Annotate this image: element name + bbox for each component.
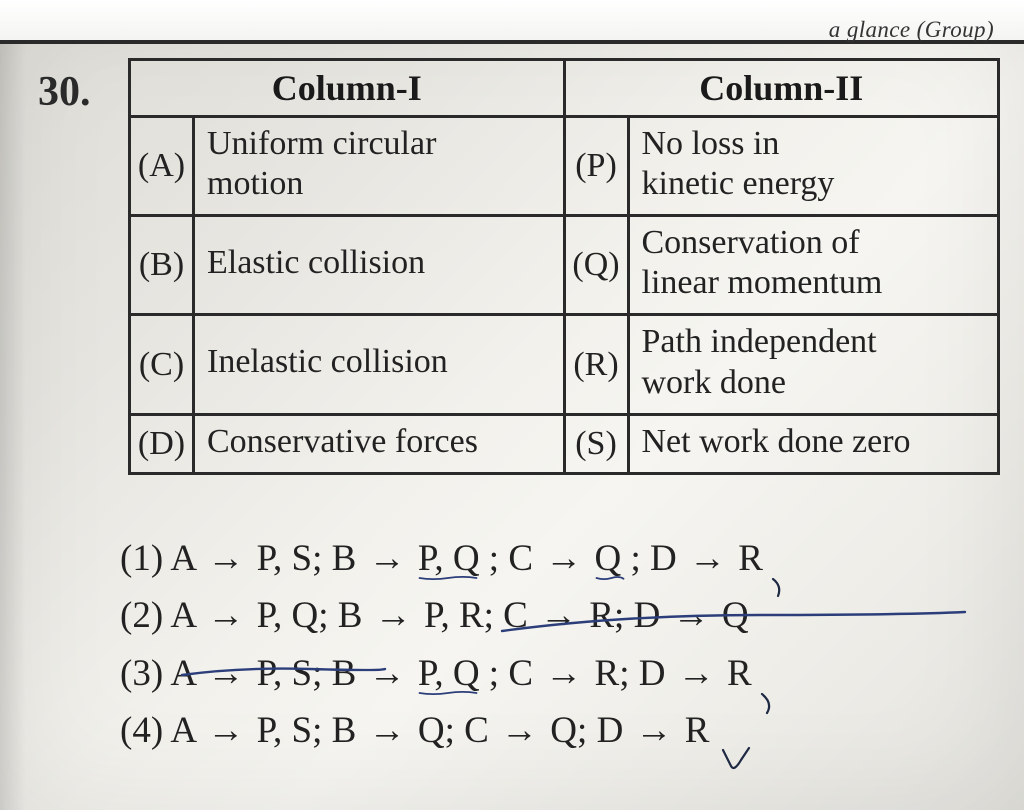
row-key-C: (C)	[130, 315, 194, 414]
option-2-Av: P, Q	[257, 595, 319, 636]
arrow-icon: →	[372, 587, 415, 644]
row-key-R: (R)	[564, 315, 628, 414]
page: a glance (Group) 30. Column-I Column-II …	[0, 0, 1024, 810]
row-text-D-line1: Conservative forces	[207, 423, 478, 460]
option-4-Dv: R	[685, 710, 710, 751]
option-1-Cv-underlined: Q	[595, 538, 631, 579]
top-strip-text: a glance (Group)	[829, 17, 994, 43]
row-text-P: No loss in kinetic energy	[628, 117, 999, 216]
option-1: (1) A → P, S; B → P, Q ; C → Q ; D → R	[120, 530, 994, 587]
top-strip: a glance (Group)	[0, 0, 1024, 44]
row-text-A-line2: motion	[207, 165, 303, 202]
option-3-C: C	[508, 653, 533, 694]
row-text-A-line1: Uniform circular	[207, 125, 436, 162]
option-1-Bv: P, Q	[418, 538, 480, 579]
row-text-S: Net work done zero	[628, 414, 999, 473]
row-key-A: (A)	[130, 117, 194, 216]
option-4: (4) A → P, S; B → Q; C → Q; D → R	[120, 702, 994, 759]
arrow-icon: →	[686, 530, 729, 587]
option-1-A: A	[170, 538, 195, 579]
option-1-num: (1)	[120, 538, 163, 579]
option-1-Dv: R	[738, 538, 763, 579]
col2-header: Column-II	[564, 60, 999, 117]
option-2-A: A	[170, 595, 195, 636]
match-table: Column-I Column-II (A) Uniform circular …	[128, 58, 1000, 475]
pen-strike-icon	[180, 663, 390, 681]
option-3-Dv: R	[727, 653, 752, 694]
pen-underline-icon	[595, 575, 625, 581]
option-1-Cv: Q	[595, 538, 622, 579]
option-4-Bv: Q	[418, 710, 445, 751]
arrow-icon: →	[675, 645, 718, 702]
row-text-D: Conservative forces	[194, 414, 565, 473]
row-text-Q-line1: Conservation of	[642, 224, 860, 261]
row-text-R-line2: work done	[642, 364, 786, 401]
option-3-D: D	[639, 653, 666, 694]
arrow-icon: →	[204, 530, 247, 587]
row-key-D: (D)	[130, 414, 194, 473]
col1-header: Column-I	[130, 60, 565, 117]
row-text-P-line2: kinetic energy	[642, 165, 835, 202]
option-4-Cv: Q	[550, 710, 577, 751]
option-3-num: (3)	[120, 653, 163, 694]
option-1-Av: P, S	[257, 538, 313, 579]
arrow-icon: →	[542, 645, 585, 702]
row-text-B: Elastic collision	[194, 216, 565, 315]
arrow-icon: →	[542, 530, 585, 587]
table-header-row: Column-I Column-II	[130, 60, 999, 117]
row-key-S: (S)	[564, 414, 628, 473]
arrow-icon: →	[366, 530, 409, 587]
option-3-Cv: R	[595, 653, 620, 694]
pen-strike-icon	[500, 609, 970, 639]
row-text-A: Uniform circular motion	[194, 117, 565, 216]
option-3: (3) A → P, S; B → P, Q ; C → R; D → R	[120, 645, 994, 702]
table-row: (B) Elastic collision (Q) Conservation o…	[130, 216, 999, 315]
row-key-Q: (Q)	[564, 216, 628, 315]
row-text-P-line1: No loss in	[642, 125, 780, 162]
row-text-R-line1: Path independent	[642, 323, 877, 360]
arrow-icon: →	[366, 702, 409, 759]
option-4-Av: P, S	[257, 710, 313, 751]
row-text-C-line1: Inelastic collision	[207, 343, 448, 380]
row-text-Q: Conservation of linear momentum	[628, 216, 999, 315]
pen-underline-icon	[418, 690, 478, 696]
option-1-C: C	[508, 538, 533, 579]
question-number: 30.	[38, 68, 91, 116]
option-3-Bv: P, Q	[418, 653, 480, 694]
match-table-wrap: Column-I Column-II (A) Uniform circular …	[128, 58, 1000, 475]
option-1-B: B	[332, 538, 357, 579]
option-4-C: C	[464, 710, 489, 751]
row-text-B-line1: Elastic collision	[207, 244, 425, 281]
table-row: (D) Conservative forces (S) Net work don…	[130, 414, 999, 473]
option-4-A: A	[170, 710, 195, 751]
page-spine-shadow	[0, 0, 26, 810]
row-text-S-line1: Net work done zero	[642, 423, 911, 460]
arrow-icon: →	[204, 702, 247, 759]
answer-options: (1) A → P, S; B → P, Q ; C → Q ; D → R	[120, 530, 994, 759]
pen-tick-icon	[719, 746, 753, 776]
row-text-R: Path independent work done	[628, 315, 999, 414]
option-4-B: B	[332, 710, 357, 751]
option-2-Bv: P, R	[424, 595, 484, 636]
row-key-B: (B)	[130, 216, 194, 315]
row-text-C: Inelastic collision	[194, 315, 565, 414]
option-1-Bv-underlined: P, Q	[418, 538, 489, 579]
row-key-P: (P)	[564, 117, 628, 216]
option-2-B: B	[338, 595, 363, 636]
option-2-num: (2)	[120, 595, 163, 636]
arrow-icon: →	[633, 702, 676, 759]
pen-underline-icon	[418, 575, 478, 581]
option-2: (2) A → P, Q; B → P, R; C → R; D → Q	[120, 587, 994, 644]
option-3-Bv-underlined: P, Q	[418, 653, 489, 694]
option-4-num: (4)	[120, 710, 163, 751]
table-row: (C) Inelastic collision (R) Path indepen…	[130, 315, 999, 414]
option-1-D: D	[650, 538, 677, 579]
table-row: (A) Uniform circular motion (P) No loss …	[130, 117, 999, 216]
row-text-Q-line2: linear momentum	[642, 264, 883, 301]
option-4-D: D	[597, 710, 624, 751]
arrow-icon: →	[204, 587, 247, 644]
arrow-icon: →	[498, 702, 541, 759]
